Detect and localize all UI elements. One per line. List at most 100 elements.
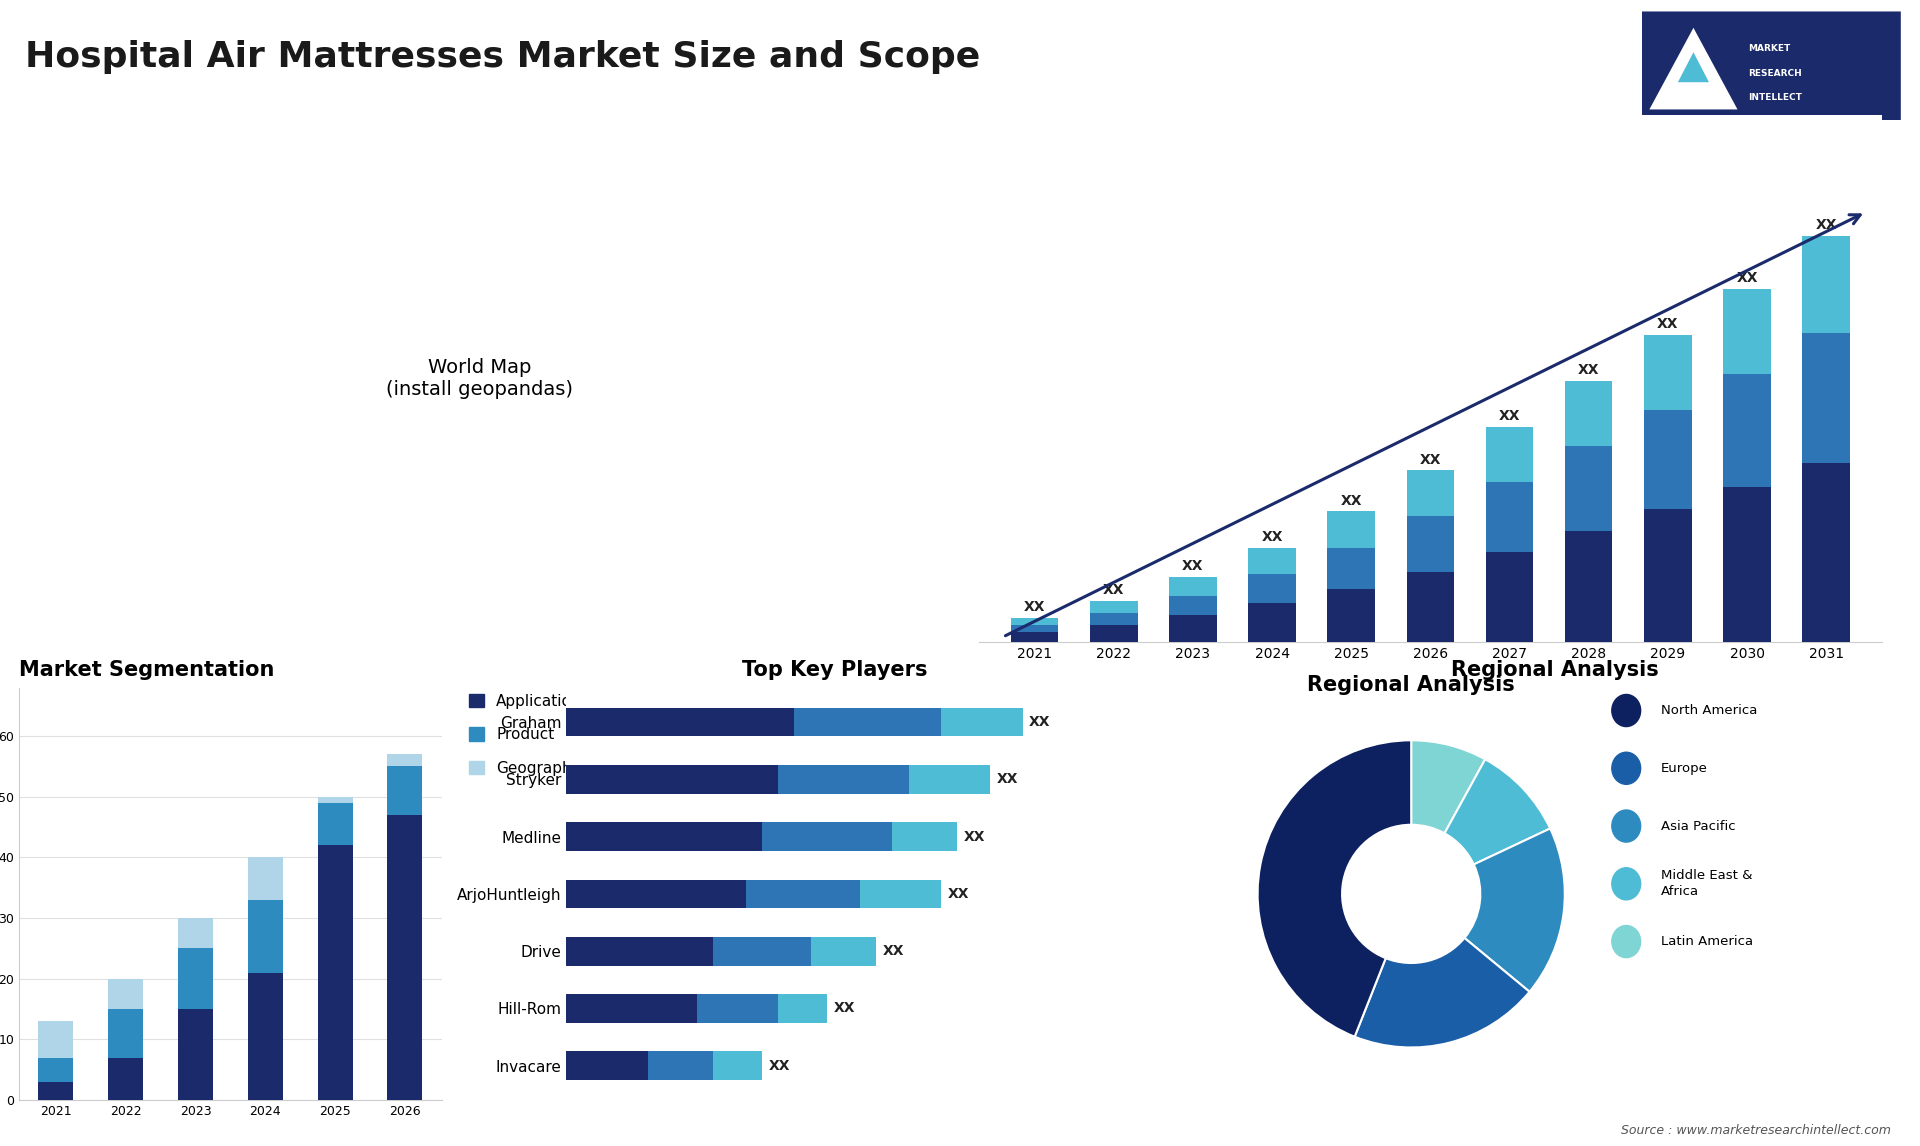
Text: RESEARCH: RESEARCH [1747,69,1801,78]
Title: Top Key Players: Top Key Players [743,660,927,681]
Bar [1248,603,1296,642]
Text: Asia Pacific: Asia Pacific [1661,819,1736,832]
Bar [1407,470,1453,516]
Wedge shape [1444,760,1549,864]
Bar [810,937,876,965]
Bar [1407,572,1453,642]
Text: XX: XX [1419,453,1442,466]
Bar [388,767,422,815]
Bar [941,708,1023,737]
Bar [566,937,712,965]
Text: XX: XX [1736,272,1759,285]
Polygon shape [1649,28,1738,109]
Text: XX: XX [996,772,1018,786]
Bar [179,949,213,1010]
Bar [1724,374,1770,487]
Bar [1010,633,1058,642]
Text: XX: XX [883,944,904,958]
Bar [1724,487,1770,642]
Text: Source : www.marketresearchintellect.com: Source : www.marketresearchintellect.com [1620,1124,1891,1137]
Bar [1486,552,1534,642]
Bar [1327,511,1375,548]
Bar [1091,625,1137,642]
Bar [248,973,282,1100]
Text: XX: XX [1816,219,1837,233]
Wedge shape [1465,829,1565,991]
Circle shape [1611,868,1640,900]
Bar [778,766,908,793]
Text: INTELLECT: INTELLECT [1747,93,1801,102]
Bar [778,994,828,1022]
Bar [1565,446,1613,531]
Bar [1724,289,1770,374]
Bar [1644,336,1692,410]
Bar [1644,410,1692,509]
Wedge shape [1258,740,1411,1037]
Bar [317,803,353,846]
Bar [908,766,991,793]
Bar [1010,618,1058,625]
Bar [566,880,745,908]
Bar [388,815,422,1100]
Text: World Map
(install geopandas): World Map (install geopandas) [386,358,574,399]
Bar [179,1010,213,1100]
Text: XX: XX [964,830,985,843]
Text: XX: XX [1657,317,1678,331]
Text: XX: XX [768,1059,789,1073]
Bar [317,796,353,803]
Bar [1091,601,1137,613]
Text: XX: XX [948,887,970,901]
Bar [762,823,893,850]
Wedge shape [1356,937,1530,1047]
Bar [647,1052,712,1080]
Bar [1169,596,1217,615]
Text: Latin America: Latin America [1661,935,1753,948]
Text: Europe: Europe [1661,762,1707,775]
Bar [566,823,762,850]
Bar [795,708,941,737]
Bar [248,857,282,900]
Bar [248,900,282,973]
Title: Regional Analysis: Regional Analysis [1452,660,1659,681]
Bar [388,754,422,767]
Bar [893,823,958,850]
Text: XX: XX [1500,409,1521,423]
Bar [38,1082,73,1100]
Bar [1010,625,1058,633]
Bar [108,1058,144,1100]
Bar [108,979,144,1010]
Bar [1248,548,1296,574]
Bar [1803,332,1851,463]
Bar [1565,531,1613,642]
Text: North America: North America [1661,704,1757,717]
Bar [1169,576,1217,596]
Text: XX: XX [1340,494,1361,508]
Text: Middle East &
Africa: Middle East & Africa [1661,870,1753,898]
Text: MARKET: MARKET [1747,45,1789,53]
Bar [712,1052,762,1080]
Bar [1803,236,1851,332]
Bar [1803,463,1851,642]
Text: Market Segmentation: Market Segmentation [19,660,275,681]
Text: XX: XX [833,1002,854,1015]
Bar [1169,615,1217,642]
Bar [697,994,778,1022]
Bar [712,937,810,965]
Bar [38,1021,73,1058]
Bar [566,994,697,1022]
Bar [1407,516,1453,572]
Bar [1327,589,1375,642]
Polygon shape [1678,53,1709,83]
Bar [38,1058,73,1082]
Text: XX: XX [1102,583,1125,597]
Bar [566,1052,647,1080]
Bar [1565,382,1613,446]
Bar [566,766,778,793]
Bar [1644,509,1692,642]
Bar [860,880,941,908]
Text: XX: XX [1023,599,1044,614]
Bar [317,846,353,1100]
Bar [745,880,860,908]
Bar [1486,427,1534,482]
Text: XX: XX [1578,363,1599,377]
